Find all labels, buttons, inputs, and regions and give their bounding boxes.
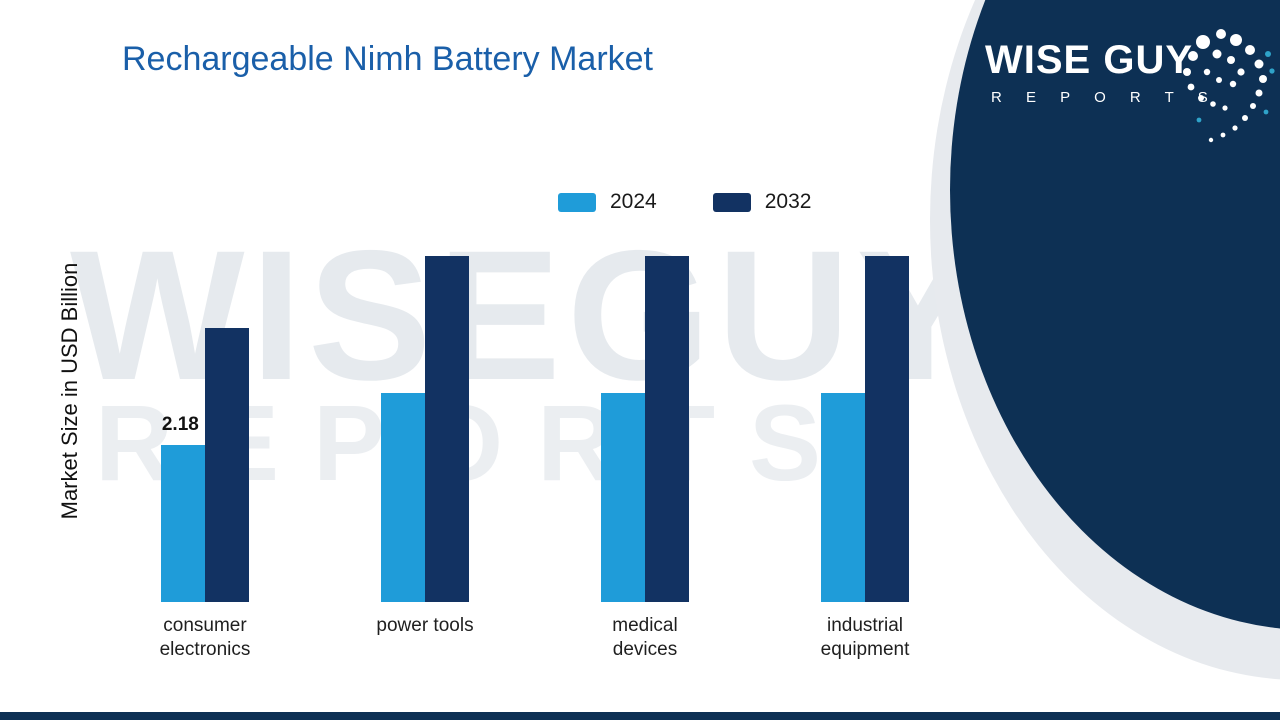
bar-2032-consumer-electronics xyxy=(205,328,249,602)
legend-swatch-2032 xyxy=(712,192,751,212)
logo-reports-text: R E P O R T S xyxy=(991,89,1218,106)
bottom-accent-bar xyxy=(0,712,1280,720)
bar-value-label: 2.18 xyxy=(161,414,199,435)
category-label: medical devices xyxy=(612,615,678,660)
legend-label: 2024 xyxy=(610,190,657,213)
bar-pair xyxy=(821,212,909,602)
category-label: consumer electronics xyxy=(159,615,251,660)
brand-logo: WISE GUY R E P O R T S xyxy=(985,29,1275,143)
bar-2024-medical-devices xyxy=(601,393,645,602)
bar-pair: 2.18 xyxy=(161,212,249,602)
bar-2032-industrial-equipment xyxy=(865,256,909,602)
logo-wiseguy-text: WISE GUY xyxy=(985,38,1194,82)
legend: 2024 2032 xyxy=(558,190,811,214)
legend-item-2032: 2032 xyxy=(712,190,812,214)
bar-2024-power-tools xyxy=(381,393,425,602)
bar-group: medical devices xyxy=(535,212,755,660)
bar-group: power tools xyxy=(315,212,535,636)
bar-group: industrial equipment xyxy=(755,212,975,660)
y-axis-label: Market Size in USD Billion xyxy=(57,262,82,520)
bar-2032-medical-devices xyxy=(645,256,689,602)
bar-2024-consumer-electronics: 2.18 xyxy=(161,414,205,602)
bar-2032-power-tools xyxy=(425,256,469,602)
legend-item-2024: 2024 xyxy=(558,190,657,214)
legend-label: 2032 xyxy=(764,190,812,213)
bar-group: 2.18 consumer electronics xyxy=(95,212,315,660)
category-label: power tools xyxy=(376,615,474,636)
legend-swatch-2024 xyxy=(558,192,596,212)
bar-pair xyxy=(381,212,469,602)
logo-face-dots-icon xyxy=(1183,29,1275,143)
plot-area: 2.18 consumer electronics power tools medic… xyxy=(95,212,975,660)
bar-2024-industrial-equipment xyxy=(821,393,865,602)
category-label: industrial equipment xyxy=(820,615,910,660)
chart-title: Rechargeable Nimh Battery Market xyxy=(122,40,654,78)
bar-pair xyxy=(601,212,689,602)
